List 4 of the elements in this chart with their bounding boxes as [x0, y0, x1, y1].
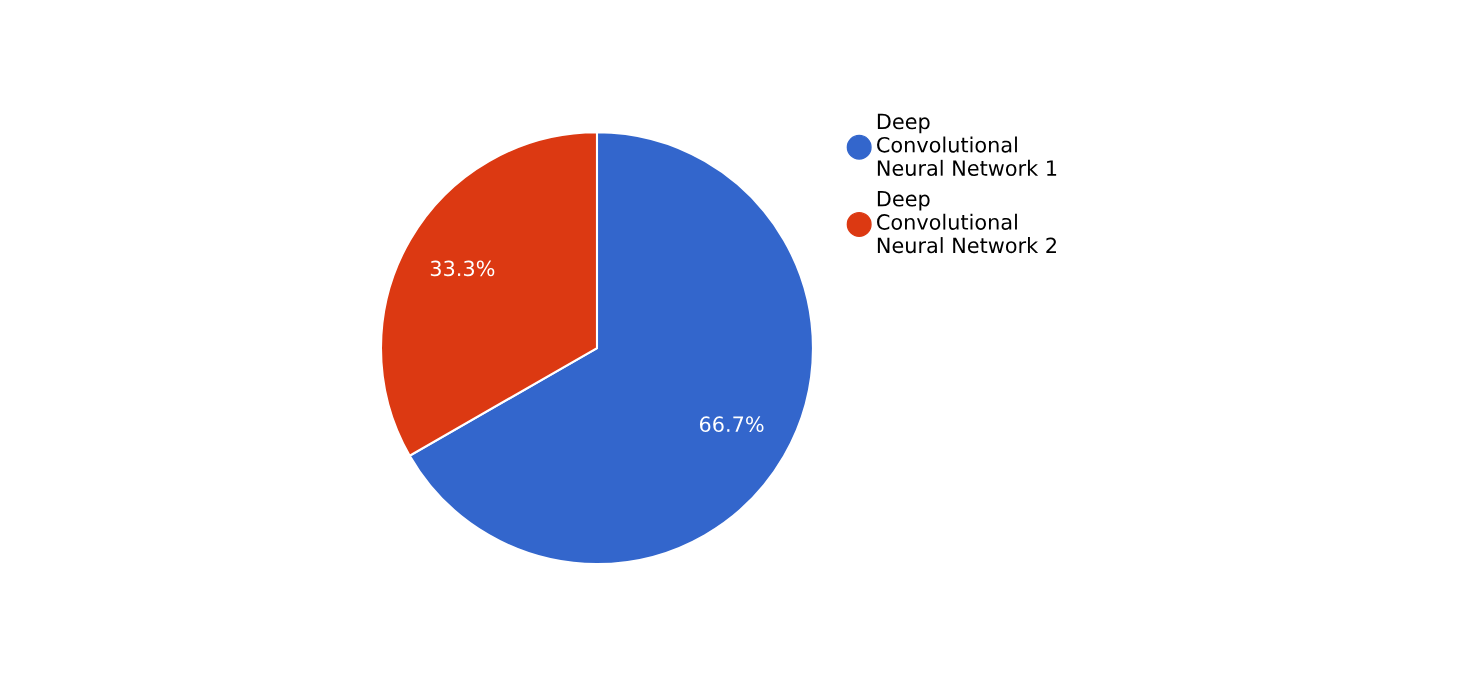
data-label: 33.3%: [430, 260, 495, 277]
legend-label: Deep Convolutional Neural Network 2: [877, 191, 1056, 254]
data-label: 66.7%: [699, 416, 764, 433]
legend-label: Deep Convolutional Neural Network 1: [877, 113, 1057, 176]
